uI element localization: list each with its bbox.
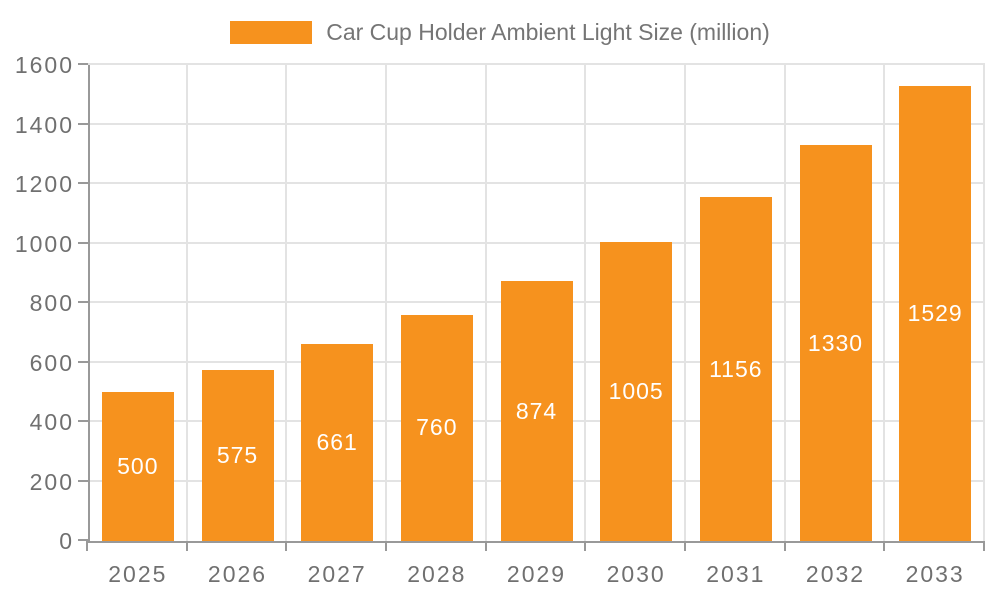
y-axis-tick bbox=[78, 301, 88, 303]
gridline-horizontal bbox=[88, 182, 985, 184]
gridline-vertical bbox=[285, 65, 288, 541]
bar-value-label: 1156 bbox=[709, 355, 763, 382]
y-axis-tick bbox=[78, 539, 88, 541]
bar: 1330 bbox=[799, 145, 872, 541]
bar: 575 bbox=[201, 369, 274, 541]
x-axis-tick bbox=[385, 541, 387, 551]
bar: 661 bbox=[301, 344, 374, 541]
x-axis-tick bbox=[584, 541, 587, 551]
x-axis-tick-label: 2033 bbox=[905, 561, 965, 587]
bar: 874 bbox=[500, 281, 573, 541]
bar-value-label: 760 bbox=[416, 414, 458, 441]
legend-label: Car Cup Holder Ambient Light Size (milli… bbox=[326, 18, 770, 45]
x-axis-tick-label: 2032 bbox=[805, 561, 866, 587]
y-axis-tick-label: 1400 bbox=[14, 111, 74, 138]
y-axis-tick-label: 1600 bbox=[14, 52, 74, 78]
y-axis-tick bbox=[78, 241, 88, 244]
y-axis-tick bbox=[78, 182, 88, 184]
gridline-vertical bbox=[983, 65, 985, 541]
gridline-horizontal bbox=[88, 241, 985, 244]
gridline-vertical bbox=[783, 65, 786, 541]
bar-value-label: 874 bbox=[515, 397, 558, 424]
x-axis-tick-label: 2031 bbox=[706, 561, 766, 587]
gridline-horizontal bbox=[88, 122, 985, 125]
y-axis-tick-label: 800 bbox=[29, 290, 74, 316]
bar: 760 bbox=[400, 314, 473, 541]
gridline-vertical bbox=[883, 65, 886, 541]
y-axis-tick-label: 200 bbox=[29, 468, 74, 495]
y-axis-tick bbox=[78, 360, 88, 363]
y-axis-tick bbox=[78, 63, 88, 65]
x-axis-tick bbox=[783, 541, 786, 551]
y-axis-tick bbox=[78, 122, 88, 125]
y-axis-tick-label: 1200 bbox=[14, 171, 74, 197]
x-axis-tick bbox=[883, 541, 886, 551]
x-axis-tick bbox=[484, 541, 487, 551]
bar-value-label: 1529 bbox=[907, 300, 963, 327]
x-axis-tick-label: 2026 bbox=[207, 561, 268, 587]
gridline-horizontal bbox=[88, 63, 985, 65]
x-axis-tick bbox=[185, 541, 188, 551]
x-axis-tick-label: 2027 bbox=[307, 561, 367, 587]
y-axis-tick-label: 0 bbox=[59, 528, 74, 554]
x-axis-tick-label: 2028 bbox=[407, 561, 467, 587]
bar: 1529 bbox=[899, 86, 972, 541]
y-axis-line bbox=[88, 65, 90, 541]
bar-value-label: 500 bbox=[117, 453, 159, 480]
bar-value-label: 1330 bbox=[807, 329, 864, 356]
y-axis-tick bbox=[78, 479, 88, 482]
bar-value-label: 661 bbox=[316, 429, 358, 456]
y-axis-tick-label: 600 bbox=[29, 349, 74, 376]
legend-swatch bbox=[230, 20, 313, 44]
y-axis-tick-label: 400 bbox=[29, 409, 74, 435]
x-axis-tick bbox=[285, 541, 288, 551]
y-axis-tick bbox=[78, 420, 88, 422]
bar-value-label: 575 bbox=[216, 441, 259, 468]
x-axis-tick-label: 2030 bbox=[606, 561, 666, 587]
plot-area: 500 575 661 760 874 1005 1156 1330 1529 bbox=[88, 63, 985, 541]
x-axis-tick bbox=[684, 541, 686, 551]
x-axis-line bbox=[88, 541, 985, 543]
bar: 500 bbox=[101, 392, 174, 541]
gridline-vertical bbox=[584, 65, 587, 541]
gridline-vertical bbox=[185, 65, 188, 541]
bar: 1156 bbox=[699, 197, 772, 541]
gridline-vertical bbox=[484, 65, 487, 541]
x-axis-tick-label: 2029 bbox=[506, 561, 567, 587]
x-axis-tick bbox=[983, 541, 985, 551]
gridline-vertical bbox=[385, 65, 387, 541]
gridline-vertical bbox=[684, 65, 686, 541]
legend[interactable]: Car Cup Holder Ambient Light Size (milli… bbox=[0, 19, 1000, 45]
y-axis-tick-label: 1000 bbox=[14, 230, 74, 257]
bar-value-label: 1005 bbox=[608, 378, 664, 404]
x-axis-tick-label: 2025 bbox=[108, 561, 168, 587]
x-axis-tick bbox=[86, 541, 88, 551]
bar: 1005 bbox=[600, 242, 673, 541]
